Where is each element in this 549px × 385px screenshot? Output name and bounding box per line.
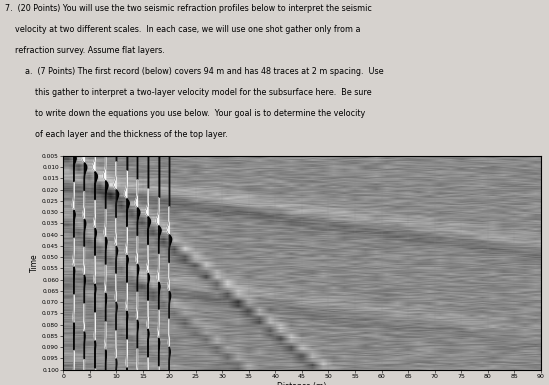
Text: this gather to interpret a two-layer velocity model for the subsurface here.  Be: this gather to interpret a two-layer vel… (5, 88, 372, 97)
Text: a.  (7 Points) The first record (below) covers 94 m and has 48 traces at 2 m spa: a. (7 Points) The first record (below) c… (5, 67, 384, 76)
Text: velocity at two different scales.  In each case, we will use one shot gather onl: velocity at two different scales. In eac… (5, 25, 361, 34)
Y-axis label: Time: Time (30, 253, 40, 272)
Text: refraction survey. Assume flat layers.: refraction survey. Assume flat layers. (5, 46, 165, 55)
Text: of each layer and the thickness of the top layer.: of each layer and the thickness of the t… (5, 131, 228, 139)
X-axis label: Distance (m): Distance (m) (277, 382, 327, 385)
Text: to write down the equations you use below.  Your goal is to determine the veloci: to write down the equations you use belo… (5, 109, 366, 118)
Text: 7.  (20 Points) You will use the two seismic refraction profiles below to interp: 7. (20 Points) You will use the two seis… (5, 4, 372, 13)
